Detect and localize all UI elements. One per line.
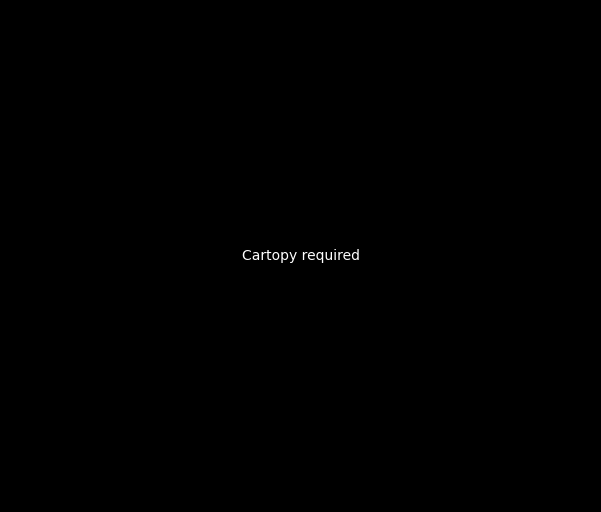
- Text: Cartopy required: Cartopy required: [242, 249, 359, 263]
